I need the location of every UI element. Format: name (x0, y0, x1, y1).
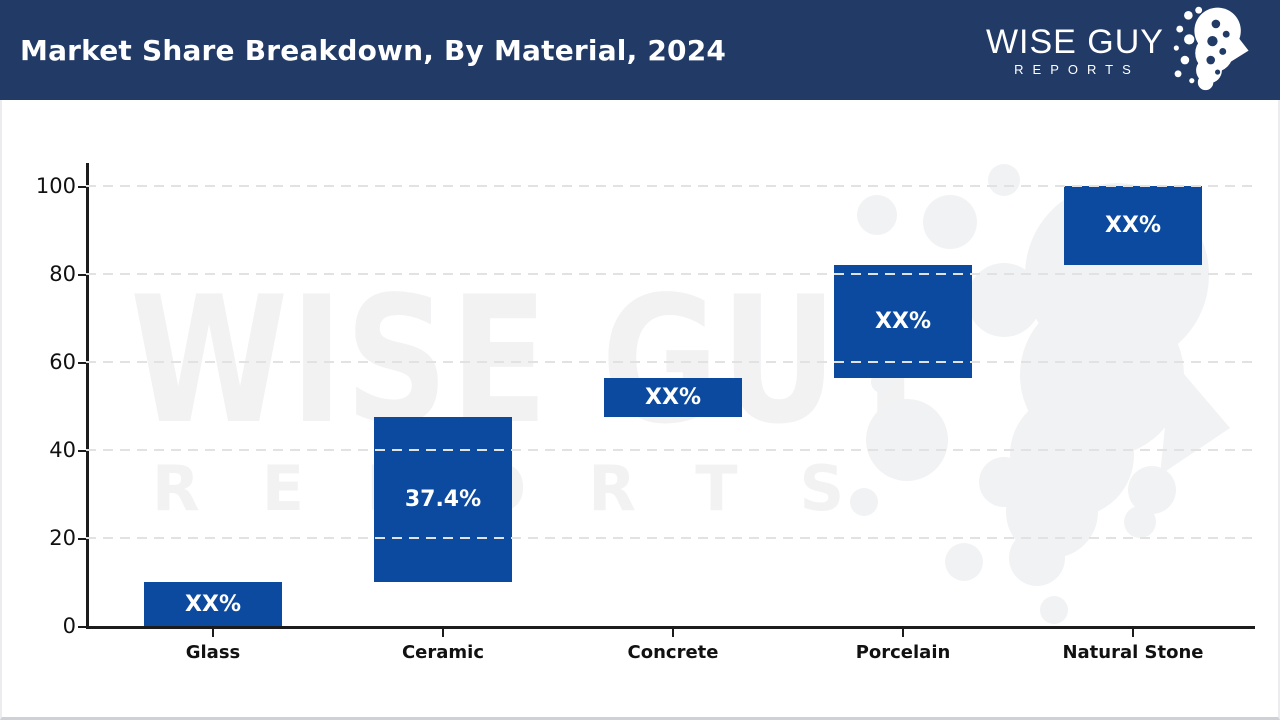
bar-label: XX% (875, 309, 931, 334)
bar-label: XX% (645, 385, 701, 411)
y-tick-label: 100 (35, 174, 76, 198)
x-tick-label: Glass (185, 642, 241, 663)
bar-label: XX% (1105, 212, 1161, 238)
x-tick (1132, 629, 1134, 637)
page-title: Market Share Breakdown, By Material, 202… (20, 33, 727, 67)
bar-natural-stone: XX% (1064, 186, 1202, 265)
y-tick (78, 186, 86, 188)
brand-wordmark: WISE GUY REPORTS (986, 25, 1164, 76)
x-tick-label: Natural Stone (1062, 642, 1204, 663)
chart-area: WISE GUY REPORTS XX% 37.4% XX% XX% XX% 0 20 40 6… (0, 100, 1280, 720)
x-tick (212, 629, 214, 637)
gridline-20 (86, 537, 1255, 539)
gridline-100 (86, 185, 1255, 187)
y-tick-label: 80 (49, 262, 76, 286)
y-tick-label: 20 (49, 526, 76, 550)
y-tick-label: 40 (49, 438, 76, 462)
bar-concrete: XX% (604, 378, 742, 418)
x-tick-label: Porcelain (855, 642, 951, 663)
bar-ceramic: 37.4% (374, 417, 512, 582)
brand-logo: WISE GUY REPORTS (986, 3, 1252, 97)
y-axis-line (86, 163, 89, 629)
y-tick-label: 60 (49, 350, 76, 374)
gridline-80 (86, 273, 1255, 275)
x-tick-label: Concrete (627, 642, 719, 663)
x-tick (902, 629, 904, 637)
y-tick (78, 274, 86, 276)
x-tick-label: Ceramic (401, 642, 485, 663)
logo-face-icon (1166, 3, 1252, 97)
bar-glass: XX% (144, 582, 282, 626)
x-axis-line (86, 626, 1255, 629)
watermark-subtitle: REPORTS (152, 452, 907, 525)
bar-label: XX% (185, 591, 241, 617)
gridline-40 (86, 449, 1255, 451)
x-tick (442, 629, 444, 637)
y-tick (78, 538, 86, 540)
y-tick-label: 0 (62, 614, 76, 638)
y-tick (78, 362, 86, 364)
y-tick (78, 626, 86, 628)
brand-subtitle: REPORTS (1014, 61, 1140, 77)
x-tick (672, 629, 674, 637)
brand-name: WISE GUY (985, 22, 1164, 61)
y-tick (78, 450, 86, 452)
bar-label: 37.4% (404, 487, 482, 513)
header: Market Share Breakdown, By Material, 202… (0, 0, 1280, 100)
gridline-60 (86, 361, 1255, 363)
